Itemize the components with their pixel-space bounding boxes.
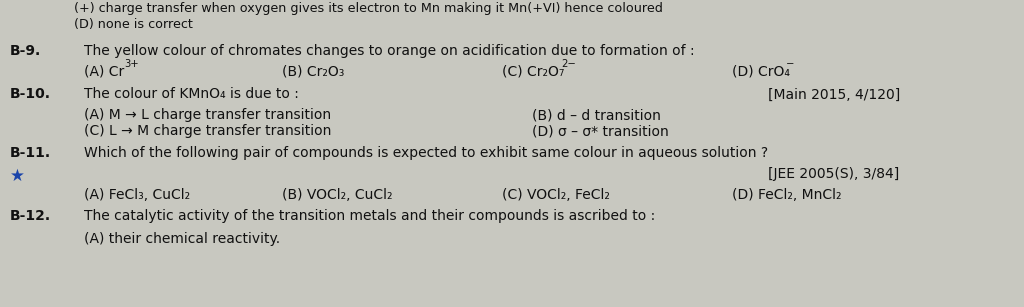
Text: −: − <box>785 59 794 69</box>
Text: 3+: 3+ <box>124 59 138 69</box>
Text: (D) none is correct: (D) none is correct <box>74 18 193 31</box>
Text: B-10.: B-10. <box>10 87 51 102</box>
Text: (B) d – d transition: (B) d – d transition <box>532 108 662 122</box>
Text: B-12.: B-12. <box>10 209 51 223</box>
Text: (A) M → L charge transfer transition: (A) M → L charge transfer transition <box>84 108 331 122</box>
Text: (C) L → M charge transfer transition: (C) L → M charge transfer transition <box>84 124 332 138</box>
Text: (A) Cr: (A) Cr <box>84 64 124 79</box>
Text: (B) VOCl₂, CuCl₂: (B) VOCl₂, CuCl₂ <box>282 188 392 202</box>
Text: (D) FeCl₂, MnCl₂: (D) FeCl₂, MnCl₂ <box>732 188 842 202</box>
Text: [Main 2015, 4/120]: [Main 2015, 4/120] <box>768 87 900 102</box>
Text: B-9.: B-9. <box>10 44 42 58</box>
Text: (A) FeCl₃, CuCl₂: (A) FeCl₃, CuCl₂ <box>84 188 190 202</box>
Text: (C) Cr₂O₇: (C) Cr₂O₇ <box>502 64 564 79</box>
Text: (C) VOCl₂, FeCl₂: (C) VOCl₂, FeCl₂ <box>502 188 609 202</box>
Text: (A) their chemical reactivity.: (A) their chemical reactivity. <box>84 232 281 246</box>
Text: (D) CrO₄: (D) CrO₄ <box>732 64 791 79</box>
Text: [JEE 2005(S), 3/84]: [JEE 2005(S), 3/84] <box>768 167 899 181</box>
Text: (B) Cr₂O₃: (B) Cr₂O₃ <box>282 64 344 79</box>
Text: (D) σ – σ* transition: (D) σ – σ* transition <box>532 124 670 138</box>
Text: B-11.: B-11. <box>10 146 51 160</box>
Text: The yellow colour of chromates changes to orange on acidification due to formati: The yellow colour of chromates changes t… <box>84 44 694 58</box>
Text: The catalytic activity of the transition metals and their compounds is ascribed : The catalytic activity of the transition… <box>84 209 655 223</box>
Text: ★: ★ <box>10 167 26 185</box>
Text: (+) charge transfer when oxygen gives its electron to Mn making it Mn(+VI) hence: (+) charge transfer when oxygen gives it… <box>74 2 663 14</box>
Text: The colour of KMnO₄ is due to :: The colour of KMnO₄ is due to : <box>84 87 299 102</box>
Text: Which of the following pair of compounds is expected to exhibit same colour in a: Which of the following pair of compounds… <box>84 146 768 160</box>
Text: 2−: 2− <box>561 59 577 69</box>
